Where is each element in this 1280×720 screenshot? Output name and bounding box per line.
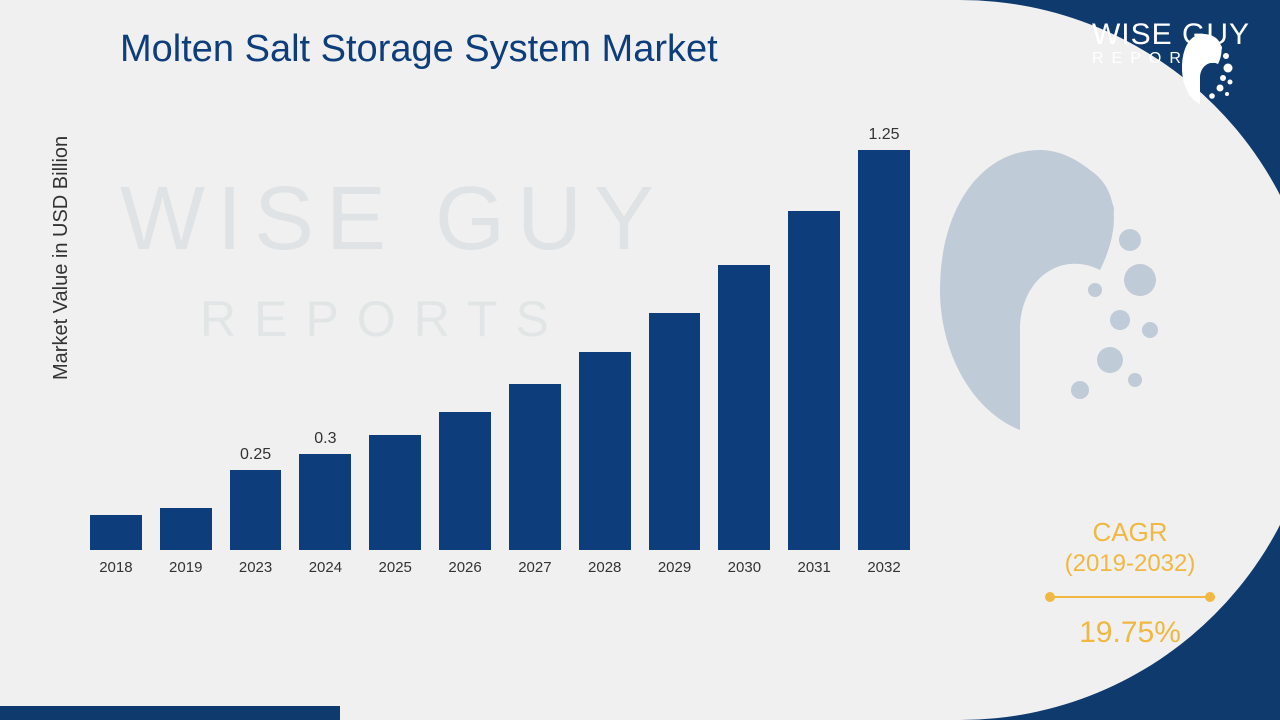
bar xyxy=(579,352,631,550)
bar-chart: 0.25 0.3 1.25 2018 2019 2023 2024 2025 2026 2027… xyxy=(90,150,910,580)
cagr-value: 19.75% xyxy=(1020,616,1240,650)
x-tick-label: 2026 xyxy=(439,559,491,576)
bar-group xyxy=(718,265,770,550)
bottom-accent-bar xyxy=(0,706,340,720)
bar-group: 0.3 xyxy=(299,454,351,550)
cagr-years: (2019-2032) xyxy=(1020,550,1240,578)
bar-group xyxy=(788,211,840,550)
cagr-title: CAGR xyxy=(1020,517,1240,548)
x-tick-label: 2018 xyxy=(90,559,142,576)
watermark-head-icon xyxy=(920,130,1180,450)
x-tick-label: 2023 xyxy=(230,559,282,576)
bar xyxy=(299,454,351,550)
bar-value-label: 0.25 xyxy=(240,446,271,464)
x-tick-label: 2025 xyxy=(369,559,421,576)
logo-head-icon xyxy=(1178,30,1238,110)
bars-container: 0.25 0.3 1.25 xyxy=(90,150,910,550)
bar xyxy=(369,435,421,550)
bar-group xyxy=(369,435,421,550)
bar-group: 0.25 xyxy=(230,470,282,550)
bar xyxy=(788,211,840,550)
cagr-block: CAGR (2019-2032) 19.75% xyxy=(1020,517,1240,650)
bar-value-label: 0.3 xyxy=(314,430,336,448)
bar-group xyxy=(439,412,491,550)
bar-group xyxy=(579,352,631,550)
bar xyxy=(160,508,212,550)
bar xyxy=(718,265,770,550)
bar-group xyxy=(509,384,561,550)
x-tick-label: 2030 xyxy=(718,559,770,576)
bar xyxy=(858,150,910,550)
bar xyxy=(509,384,561,550)
bar xyxy=(649,313,701,550)
x-tick-label: 2032 xyxy=(858,559,910,576)
bar xyxy=(90,515,142,550)
bar-group xyxy=(160,508,212,550)
x-tick-label: 2024 xyxy=(299,559,351,576)
bar xyxy=(230,470,282,550)
x-tick-label: 2019 xyxy=(160,559,212,576)
y-axis-label: Market Value in USD Billion xyxy=(50,136,73,380)
bar-group xyxy=(649,313,701,550)
x-tick-label: 2031 xyxy=(788,559,840,576)
x-tick-label: 2029 xyxy=(649,559,701,576)
x-tick-label: 2027 xyxy=(509,559,561,576)
bar-group: 1.25 xyxy=(858,150,910,550)
bar-group xyxy=(90,515,142,550)
brand-logo: WISE GUY REPORTS xyxy=(1092,18,1250,68)
x-tick-label: 2028 xyxy=(579,559,631,576)
page-title: Molten Salt Storage System Market xyxy=(120,28,718,71)
bar-value-label: 1.25 xyxy=(868,126,899,144)
x-axis: 2018 2019 2023 2024 2025 2026 2027 2028 2029 2030… xyxy=(90,559,910,576)
cagr-divider xyxy=(1050,596,1210,598)
bar xyxy=(439,412,491,550)
